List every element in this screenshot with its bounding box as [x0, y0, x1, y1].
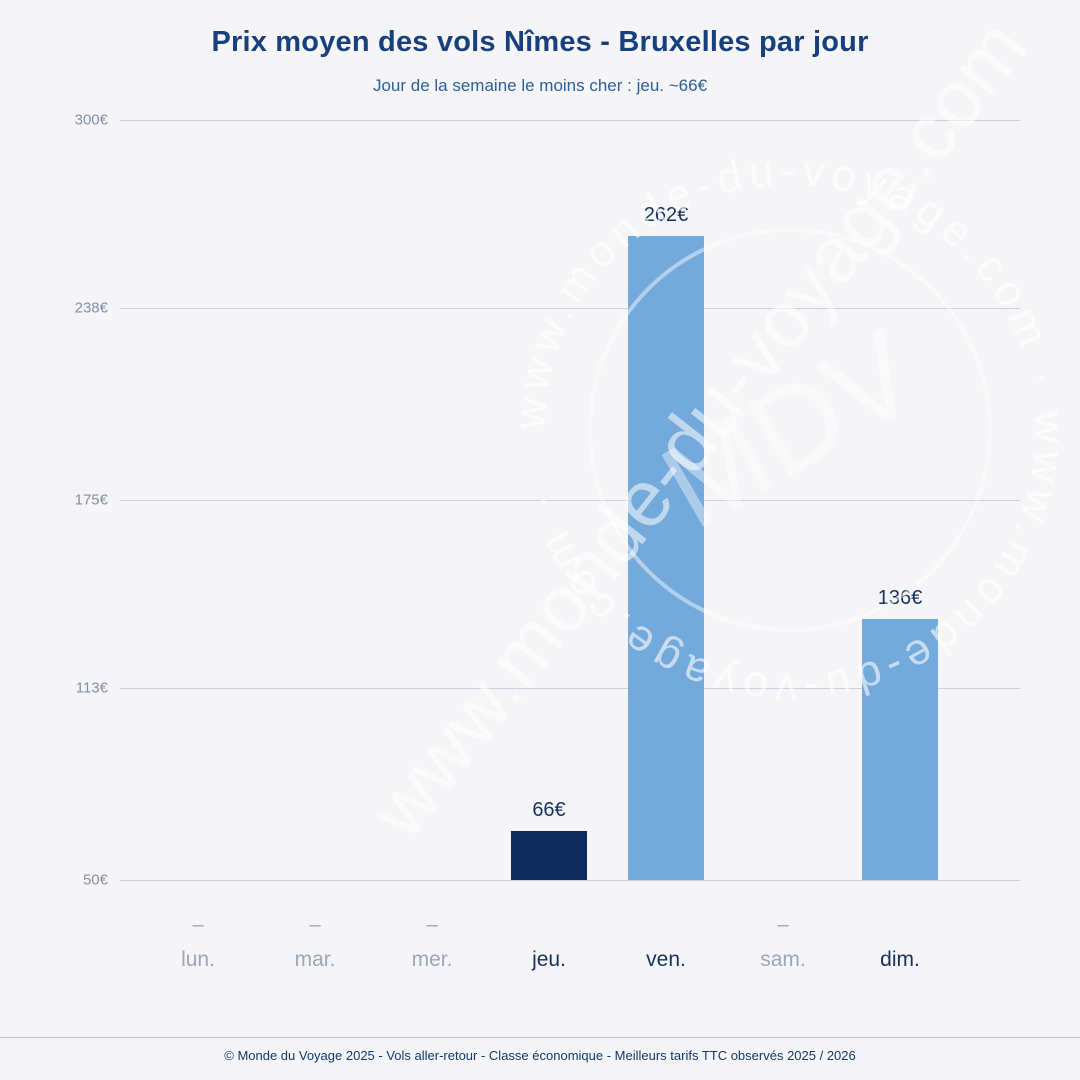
footer-credit: © Monde du Voyage 2025 - Vols aller-reto…: [224, 1048, 856, 1063]
empty-value-marker: –: [426, 914, 438, 936]
bar-value-label: 136€: [877, 586, 923, 609]
ytick-label: 50€: [82, 871, 108, 889]
empty-value-marker: –: [777, 914, 789, 936]
empty-value-marker: –: [309, 914, 321, 936]
empty-value-marker: –: [192, 914, 204, 936]
xtick-label: dim.: [880, 948, 920, 971]
gridline: [120, 308, 1020, 310]
xtick-label: mar.: [294, 948, 336, 971]
gridline: [120, 880, 1020, 881]
ytick-label: 175€: [74, 491, 108, 509]
bar: [862, 618, 938, 880]
xtick-label: lun.: [181, 948, 215, 971]
ytick-label: 113€: [75, 679, 108, 697]
gridline: [120, 688, 1020, 690]
ytick-label: 238€: [74, 299, 108, 317]
bar-value-label: 66€: [532, 799, 566, 822]
gridline: [120, 120, 1020, 121]
chart-title: Prix moyen des vols Nîmes - Bruxelles pa…: [211, 26, 869, 58]
gridline: [120, 500, 1020, 501]
xtick-label: mer.: [411, 948, 453, 971]
bar: [511, 831, 587, 880]
xtick-label: jeu.: [532, 948, 566, 971]
xtick-label: ven.: [646, 948, 686, 971]
xtick-label: sam.: [760, 948, 806, 971]
bar: [628, 235, 704, 880]
ytick-label: 300€: [74, 111, 108, 129]
chart-subtitle: Jour de la semaine le moins cher : jeu. …: [372, 76, 708, 95]
footer-divider: [0, 1037, 1080, 1038]
bar-value-label: 262€: [643, 203, 689, 226]
